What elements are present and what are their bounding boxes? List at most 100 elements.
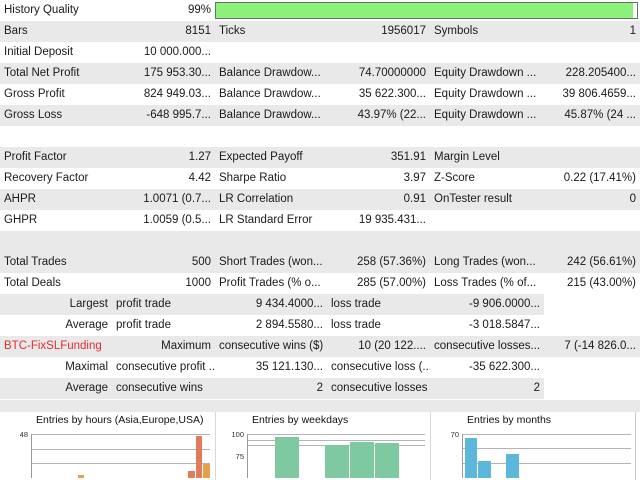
total-deals-label: Total Deals xyxy=(0,273,112,294)
table-row[interactable]: Largest profit trade 9 434.4000... loss tra… xyxy=(0,294,640,315)
max-consecutive-losses-label: consecutive losses... xyxy=(430,336,544,357)
chart-bar xyxy=(274,437,299,478)
equity-drawdown-max-value: 39 806.4659... xyxy=(544,84,640,105)
average-profit-trade-label: profit trade xyxy=(112,315,215,336)
charts-top-band xyxy=(0,400,640,412)
ahpr-value: 1.0071 (0.7... xyxy=(112,189,215,210)
equity-drawdown-max-label: Equity Drawdown ... xyxy=(430,84,544,105)
chart-gridline xyxy=(248,434,425,435)
chart-title: Entries by weekdays xyxy=(252,414,349,426)
blank-c3 xyxy=(215,42,327,63)
table-row[interactable]: Average profit trade 2 894.5580... loss tra… xyxy=(0,315,640,336)
lr-standard-error-label: LR Standard Error xyxy=(215,210,327,231)
table-row[interactable]: Gross Profit 824 949.03... Balance Drawdow… xyxy=(0,84,640,105)
chart-y-axis-mid-label: 75 xyxy=(235,452,244,461)
maximal-label: Maximal xyxy=(0,357,112,378)
chart-y-axis-max-label: 100 xyxy=(231,430,244,439)
table-row[interactable]: Profit Factor 1.27 Expected Payoff 351.91 Ma… xyxy=(0,147,640,168)
z-score-label: Z-Score xyxy=(430,168,544,189)
expected-payoff-label: Expected Payoff xyxy=(215,147,327,168)
bars-value: 8151 xyxy=(112,21,215,42)
table-row[interactable]: Bars 8151 Ticks 1956017 Symbols 1 xyxy=(0,21,640,42)
equity-drawdown-abs-value: 228.205400... xyxy=(544,63,640,84)
table-row[interactable]: History Quality 99% xyxy=(0,0,640,21)
sharpe-ratio-value: 3.97 xyxy=(327,168,430,189)
largest-loss-trade-value: -9 906.0000... xyxy=(430,294,544,315)
chart-title: Entries by hours (Asia,Europe,USA) xyxy=(36,414,204,426)
short-trades-label: Short Trades (won... xyxy=(215,252,327,273)
profit-factor-label: Profit Factor xyxy=(0,147,112,168)
stats-spacer-cell xyxy=(0,126,640,147)
max-consecutive-wins-value: 10 (20 122.... xyxy=(327,336,430,357)
balance-drawdown-rel-value: 43.97% (22... xyxy=(327,105,430,126)
average2-label: Average xyxy=(0,378,112,399)
average-consecutive-losses-value: 2 xyxy=(430,378,544,399)
table-row[interactable]: Average consecutive wins 2 consecutive loss… xyxy=(0,378,640,399)
equity-drawdown-abs-label: Equity Drawdown ... xyxy=(430,63,544,84)
chart-bar xyxy=(478,461,492,478)
largest-label: Largest xyxy=(0,294,112,315)
chart-plot-area xyxy=(31,434,210,478)
average-label: Average xyxy=(0,315,112,336)
chart-bar xyxy=(203,464,210,478)
table-row[interactable]: Total Net Profit 175 953.30... Balance Dra… xyxy=(0,63,640,84)
table-row[interactable]: Initial Deposit 10 000.000... xyxy=(0,42,640,63)
largest-loss-trade-label: loss trade xyxy=(327,294,430,315)
chart-panel-entries-by-hours[interactable]: Entries by hours (Asia,Europe,USA) 48 xyxy=(0,412,214,480)
average-profit-trade-value: 2 894.5580... xyxy=(215,315,327,336)
table-row[interactable]: Gross Loss -648 995.7... Balance Drawdow..… xyxy=(0,105,640,126)
largest-profit-trade-value: 9 434.4000... xyxy=(215,294,327,315)
chart-gridline xyxy=(32,434,210,435)
table-row[interactable]: GHPR 1.0059 (0.5... LR Standard Error 19 93… xyxy=(0,210,640,231)
total-deals-value: 1000 xyxy=(112,273,215,294)
recovery-factor-value: 4.42 xyxy=(112,168,215,189)
blank-c6b xyxy=(544,210,640,231)
chart-bars xyxy=(464,434,631,478)
blank-c5b xyxy=(430,210,544,231)
table-row[interactable]: Total Deals 1000 Profit Trades (% o... 285 … xyxy=(0,273,640,294)
initial-deposit-value: 10 000.000... xyxy=(112,42,215,63)
long-trades-value: 242 (56.61%) xyxy=(544,252,640,273)
chart-bar xyxy=(506,454,520,478)
table-row[interactable]: Total Trades 500 Short Trades (won... 258 (… xyxy=(0,252,640,273)
charts-strip: Entries by hours (Asia,Europe,USA) 48 Ent… xyxy=(0,400,640,480)
ticks-label: Ticks xyxy=(215,21,327,42)
average-loss-trade-value: -3 018.5847... xyxy=(430,315,544,336)
table-row[interactable]: Maximal consecutive profit ... 35 121.130.… xyxy=(0,357,640,378)
equity-drawdown-rel-value: 45.87% (24 ... xyxy=(544,105,640,126)
average-consecutive-losses-label: consecutive losses xyxy=(327,378,430,399)
max-consecutive-losses-value: 7 (-14 826.0... xyxy=(544,336,640,357)
table-row[interactable]: BTC-FixSLFunding Maximum consecutive wins … xyxy=(0,336,640,357)
chart-gridline xyxy=(32,448,210,450)
ticks-value: 1956017 xyxy=(327,21,430,42)
chart-panel-entries-by-weekdays[interactable]: Entries by weekdays 100 75 xyxy=(215,412,429,480)
ghpr-label: GHPR xyxy=(0,210,112,231)
stats-spacer-row xyxy=(0,231,640,252)
margin-level-label: Margin Level xyxy=(430,147,544,168)
recovery-factor-label: Recovery Factor xyxy=(0,168,112,189)
chart-gridline xyxy=(463,462,631,464)
chart-panel-entries-by-months[interactable]: Entries by months 70 xyxy=(430,412,636,480)
expected-payoff-value: 351.91 xyxy=(327,147,430,168)
table-row[interactable]: Recovery Factor 4.42 Sharpe Ratio 3.97 Z-Sco… xyxy=(0,168,640,189)
blank-c5 xyxy=(430,42,544,63)
lr-correlation-value: 0.91 xyxy=(327,189,430,210)
balance-drawdown-rel-label: Balance Drawdow... xyxy=(215,105,327,126)
gross-loss-value: -648 995.7... xyxy=(112,105,215,126)
history-quality-bar-fill xyxy=(216,3,633,18)
chart-plot-area xyxy=(462,434,631,478)
chart-gridline xyxy=(463,434,631,435)
profit-factor-value: 1.27 xyxy=(112,147,215,168)
table-row[interactable]: AHPR 1.0071 (0.7... LR Correlation 0.91 OnTe… xyxy=(0,189,640,210)
total-net-profit-value: 175 953.30... xyxy=(112,63,215,84)
balance-drawdown-abs-label: Balance Drawdow... xyxy=(215,63,327,84)
lr-standard-error-value: 19 935.431... xyxy=(327,210,430,231)
chart-bar xyxy=(188,470,195,478)
total-trades-value: 500 xyxy=(112,252,215,273)
equity-drawdown-rel-label: Equity Drawdown ... xyxy=(430,105,544,126)
chart-title: Entries by months xyxy=(467,414,552,426)
balance-drawdown-max-value: 35 622.300... xyxy=(327,84,430,105)
history-quality-bar xyxy=(215,0,640,21)
maximal-consecutive-loss-label: consecutive loss (... xyxy=(327,357,430,378)
gross-profit-value: 824 949.03... xyxy=(112,84,215,105)
